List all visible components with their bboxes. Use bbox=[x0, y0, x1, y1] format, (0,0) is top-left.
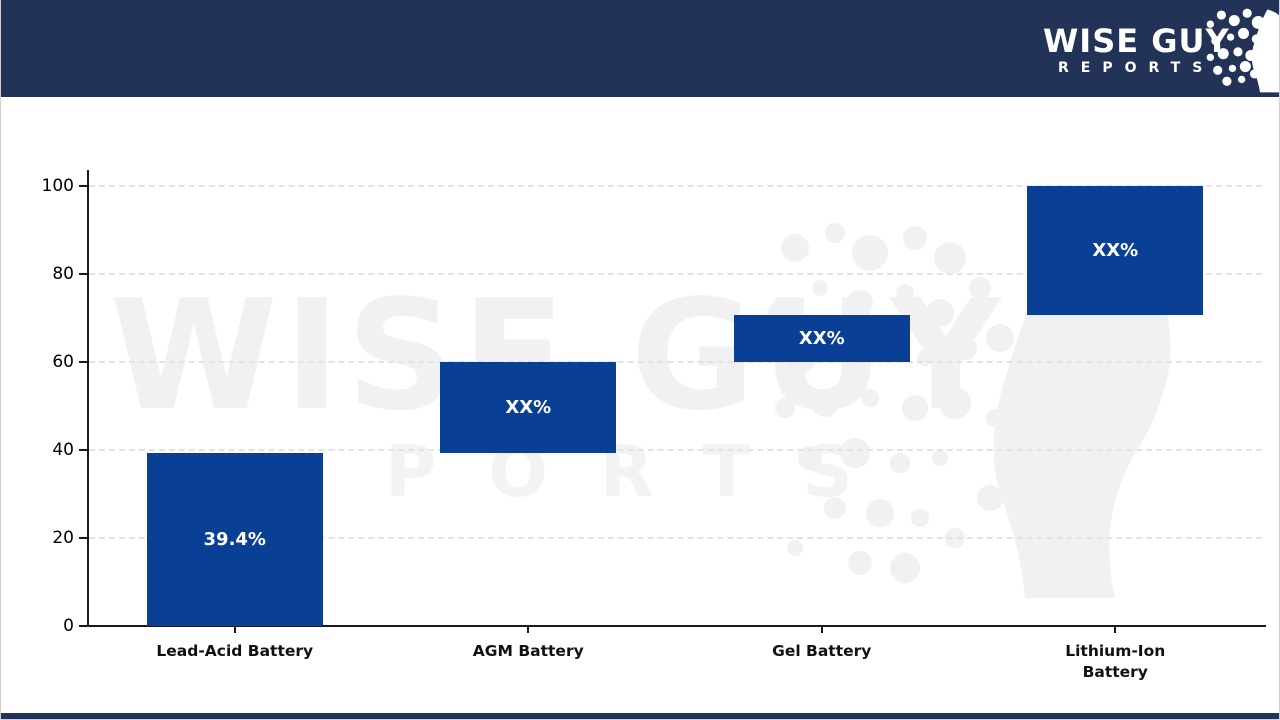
y-axis-tick-mark bbox=[79, 273, 87, 275]
gridline-80 bbox=[89, 273, 1262, 275]
x-axis-category-label: Lithium-Ion Battery bbox=[1065, 642, 1166, 681]
bar-value-label: XX% bbox=[798, 328, 845, 350]
watermark-dotted-face-icon bbox=[768, 223, 1171, 599]
y-axis-tick-label: 0 bbox=[63, 616, 74, 636]
bar-agm-battery: XX% bbox=[440, 362, 617, 453]
gridline-40 bbox=[89, 449, 1262, 451]
header-bar bbox=[0, 0, 1280, 97]
gridline-20 bbox=[89, 537, 1262, 539]
x-axis-tick-mark bbox=[820, 627, 823, 633]
x-axis-category-label: AGM Battery bbox=[472, 642, 584, 660]
bar-lithium-ion-battery: XX% bbox=[1027, 186, 1204, 316]
bar-value-label: 39.4% bbox=[203, 528, 266, 550]
bar-value-label: XX% bbox=[505, 396, 552, 418]
brand-logo-subtext: REPORTS bbox=[1058, 60, 1215, 76]
y-axis-tick-label: 80 bbox=[52, 264, 74, 284]
footer-bar bbox=[0, 713, 1280, 720]
gridline-60 bbox=[89, 361, 1262, 363]
y-axis-line bbox=[87, 170, 89, 627]
y-axis-tick-mark bbox=[79, 625, 87, 627]
bar-lead-acid-battery: 39.4% bbox=[146, 452, 323, 626]
y-axis-tick-label: 100 bbox=[41, 176, 74, 196]
x-axis-category-label: Gel Battery bbox=[772, 642, 872, 660]
y-axis-tick-label: 20 bbox=[52, 528, 74, 548]
gridline-100 bbox=[89, 185, 1262, 187]
x-axis-tick-mark bbox=[1114, 627, 1117, 633]
bar-value-label: XX% bbox=[1092, 240, 1139, 262]
brand-logo-text: WISE GUY bbox=[1043, 22, 1230, 60]
bar-gel-battery: XX% bbox=[733, 315, 910, 362]
x-axis-tick-mark bbox=[527, 627, 530, 633]
x-axis-tick-mark bbox=[233, 627, 236, 633]
y-axis-tick-label: 40 bbox=[52, 440, 74, 460]
y-axis-tick-mark bbox=[79, 449, 87, 451]
y-axis-tick-mark bbox=[79, 537, 87, 539]
x-axis-category-label: Lead-Acid Battery bbox=[156, 642, 314, 660]
y-axis-tick-label: 60 bbox=[52, 352, 74, 372]
x-axis-line bbox=[87, 625, 1266, 627]
y-axis-tick-mark bbox=[79, 185, 87, 187]
brand-dotted-face-icon bbox=[1206, 8, 1280, 93]
y-axis-tick-mark bbox=[79, 361, 87, 363]
